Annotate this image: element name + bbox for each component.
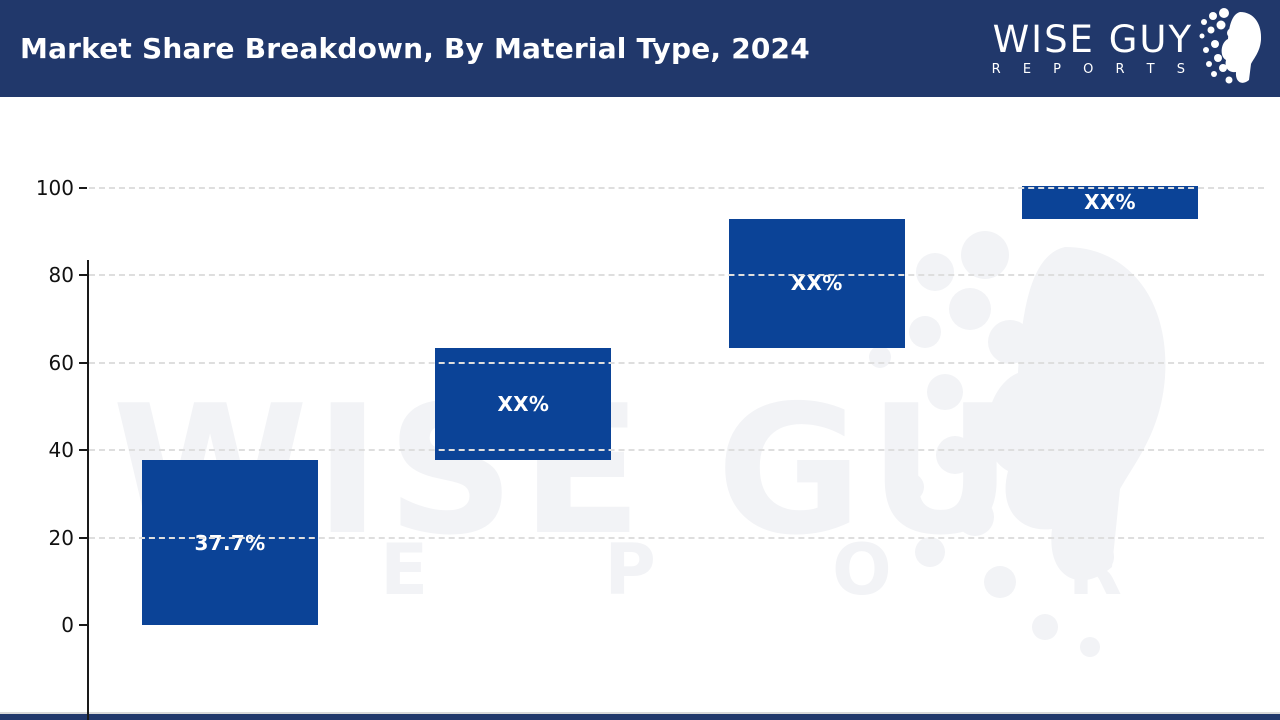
- gridline: [89, 449, 1264, 451]
- y-tick: [79, 274, 87, 276]
- plot-area: WISE GUY R E P O R T S 37.7%XX%XX%XX%020…: [0, 97, 1280, 720]
- y-axis-line: [87, 260, 89, 720]
- brand-logo-text: WISE GUY R E P O R T S: [991, 18, 1194, 77]
- gridline: [89, 536, 1264, 539]
- y-tick: [79, 536, 87, 539]
- y-tick: [79, 449, 87, 451]
- bar-steel: 37.7%: [142, 460, 318, 625]
- y-tick: [79, 361, 87, 364]
- logo-subtitle: R E P O R T S: [991, 61, 1194, 77]
- footer-divider: [0, 712, 1280, 714]
- gridline: [89, 186, 1264, 189]
- y-tick-label: 40: [48, 438, 74, 462]
- chart-title: Market Share Breakdown, By Material Type…: [20, 32, 810, 65]
- y-tick: [79, 186, 87, 189]
- header-bar: Market Share Breakdown, By Material Type…: [0, 0, 1280, 97]
- y-tick-label: 20: [48, 525, 74, 550]
- y-tick-label: 0: [61, 613, 74, 637]
- bar-composite: XX%: [1021, 185, 1198, 219]
- bar-value-label: XX%: [1084, 190, 1136, 215]
- gridline: [89, 361, 1264, 364]
- bar-value-label: XX%: [497, 391, 550, 416]
- bar-value-label: 37.7%: [194, 530, 266, 555]
- gridline: [89, 274, 1264, 276]
- logo-head-icon: [1199, 8, 1262, 84]
- bar-plastic: XX%: [728, 218, 905, 348]
- footer-bar: [0, 714, 1280, 720]
- logo-wordmark: WISE GUY: [992, 18, 1194, 62]
- y-tick: [79, 624, 87, 626]
- bar-aluminum: XX%: [435, 347, 612, 461]
- y-tick-label: 100: [35, 175, 74, 200]
- y-tick-label: 80: [48, 263, 74, 287]
- brand-logo: WISE GUY R E P O R T S: [992, 8, 1266, 90]
- y-tick-label: 60: [48, 350, 74, 375]
- watermark-head-icon: [869, 231, 1166, 657]
